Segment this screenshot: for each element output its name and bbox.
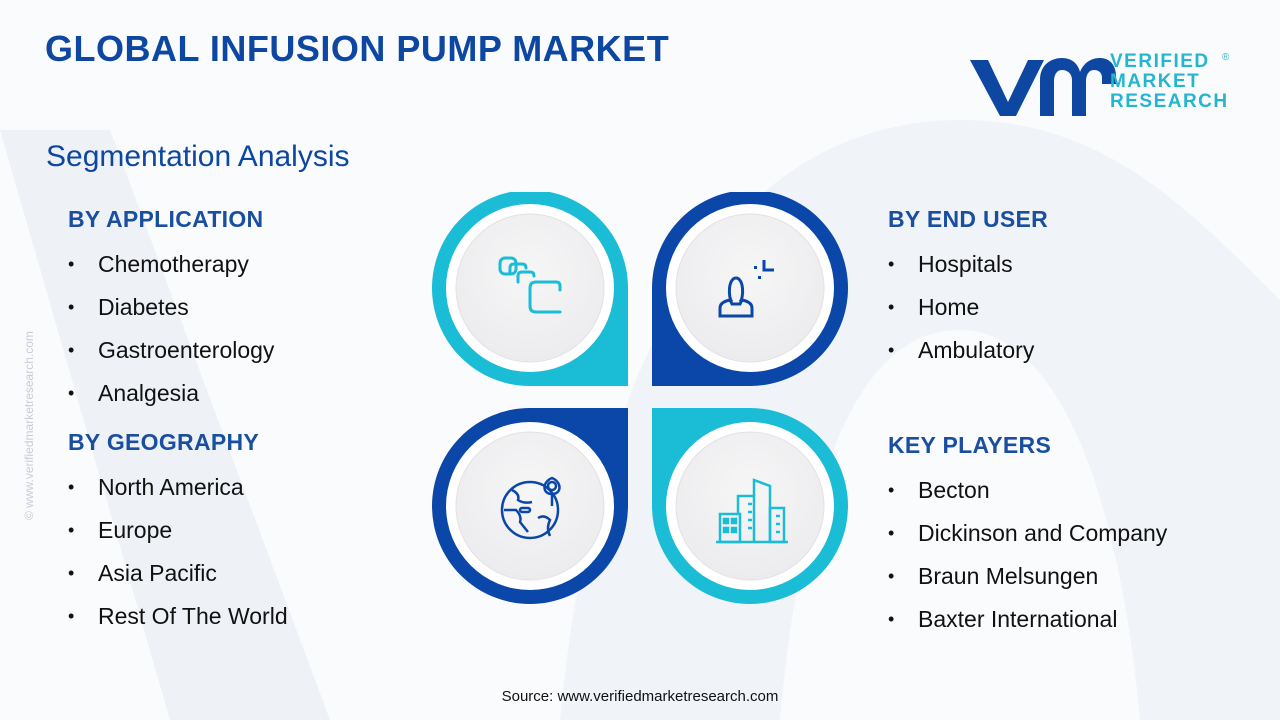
- segmentation-diagram: [432, 192, 848, 604]
- logo-line-3: RESEARCH: [1110, 91, 1229, 112]
- vmr-logo-mark: [970, 58, 1116, 116]
- list-item: Chemotherapy: [68, 243, 274, 286]
- list-item: Europe: [68, 509, 288, 552]
- list-item: Analgesia: [68, 372, 274, 415]
- logo-line-1: VERIFIED: [1110, 51, 1210, 72]
- segment-key-players: KEY PLAYERS Becton Dickinson and Company…: [888, 432, 1167, 641]
- section-subtitle: Segmentation Analysis: [46, 140, 350, 173]
- list-item: Home: [888, 286, 1048, 329]
- list-item: Hospitals: [888, 243, 1048, 286]
- registered-mark: ®: [1222, 52, 1231, 63]
- segment-heading: KEY PLAYERS: [888, 432, 1052, 458]
- user-icon: [718, 260, 774, 318]
- segment-by-application: BY APPLICATION Chemotherapy Diabetes Gas…: [68, 206, 274, 415]
- segment-heading: BY GEOGRAPHY: [68, 429, 260, 455]
- list-item: North America: [68, 466, 288, 509]
- logo-wordmark: VERIFIED MARKET RESEARCH ®: [1110, 52, 1229, 112]
- list-item: Baxter International: [888, 598, 1167, 641]
- list-item: Braun Melsungen: [888, 555, 1167, 598]
- segment-heading: BY APPLICATION: [68, 206, 264, 232]
- list-item: Rest Of The World: [68, 595, 288, 638]
- side-watermark-text: © www.verifiedmarketresearch.com: [22, 331, 36, 520]
- list-item: Dickinson and Company: [888, 512, 1167, 555]
- quadrant-key-players: [652, 408, 848, 604]
- list-item: Asia Pacific: [68, 552, 288, 595]
- segment-by-end-user: BY END USER Hospitals Home Ambulatory: [888, 206, 1048, 372]
- quadrant-geography: [432, 408, 628, 604]
- source-footer: Source: www.verifiedmarketresearch.com: [501, 688, 779, 705]
- logo-line-2: MARKET: [1110, 71, 1201, 92]
- buildings-icon: [716, 478, 788, 544]
- list-item: Ambulatory: [888, 329, 1048, 372]
- globe-location-icon: [500, 476, 561, 540]
- segment-by-geography: BY GEOGRAPHY North America Europe Asia P…: [68, 429, 288, 638]
- quadrant-end-user: [652, 192, 848, 386]
- list-item: Gastroenterology: [68, 329, 274, 372]
- segment-heading: BY END USER: [888, 206, 1049, 232]
- list-item: Diabetes: [68, 286, 274, 329]
- page-title: GLOBAL INFUSION PUMP MARKET: [45, 28, 670, 69]
- list-item: Becton: [888, 469, 1167, 512]
- capsules-icon: [498, 256, 562, 314]
